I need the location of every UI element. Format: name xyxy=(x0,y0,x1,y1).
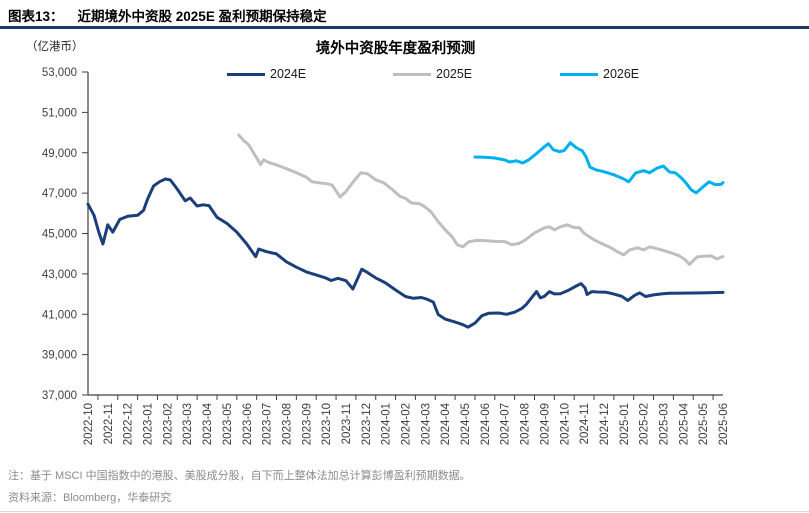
svg-text:53,000: 53,000 xyxy=(42,67,77,79)
svg-text:43,000: 43,000 xyxy=(42,269,77,281)
svg-text:2023-05: 2023-05 xyxy=(222,403,234,445)
svg-text:49,000: 49,000 xyxy=(42,148,77,160)
legend-label: 2024E xyxy=(270,67,307,81)
svg-text:2023-03: 2023-03 xyxy=(182,403,194,445)
svg-text:2023-04: 2023-04 xyxy=(202,402,214,445)
legend-label: 2026E xyxy=(603,67,640,81)
svg-text:2024-07: 2024-07 xyxy=(500,403,512,445)
figure-header: 图表13： 近期境外中资股 2025E 盈利预期保持稳定 xyxy=(8,5,327,25)
legend-item-2024e: 2024E xyxy=(227,66,306,82)
svg-text:2023-02: 2023-02 xyxy=(162,403,174,445)
svg-text:2025-02: 2025-02 xyxy=(639,403,651,445)
svg-text:2023-10: 2023-10 xyxy=(321,403,333,445)
svg-text:2024-10: 2024-10 xyxy=(559,403,571,445)
svg-text:2022-10: 2022-10 xyxy=(83,403,95,445)
legend-item-2026e: 2026E xyxy=(560,66,639,82)
svg-text:47,000: 47,000 xyxy=(42,188,77,200)
svg-text:2024-01: 2024-01 xyxy=(381,403,393,445)
svg-text:39,000: 39,000 xyxy=(42,350,77,362)
svg-text:2023-11: 2023-11 xyxy=(341,403,353,444)
svg-text:2024-02: 2024-02 xyxy=(401,403,413,445)
bottom-divider xyxy=(0,511,809,512)
svg-text:2023-07: 2023-07 xyxy=(262,403,274,445)
svg-text:2022-11: 2022-11 xyxy=(103,403,115,444)
svg-text:2023-06: 2023-06 xyxy=(242,403,254,445)
legend-line-swatch xyxy=(560,72,598,76)
svg-text:2024-03: 2024-03 xyxy=(420,403,432,445)
legend-line-swatch xyxy=(393,72,431,76)
svg-text:2024-05: 2024-05 xyxy=(460,403,472,445)
svg-text:2024-09: 2024-09 xyxy=(539,403,551,445)
svg-text:2024-04: 2024-04 xyxy=(440,402,452,445)
svg-text:2025-01: 2025-01 xyxy=(619,403,631,445)
source-note: 资料来源：Bloomberg，华泰研究 xyxy=(8,492,172,504)
svg-text:2025-06: 2025-06 xyxy=(718,403,730,445)
footnote: 注：基于 MSCI 中国指数中的港股、美股成分股，自下而上整体法加总计算彭博盈利… xyxy=(8,470,471,482)
chart-legend: 2024E 2025E 2026E xyxy=(0,66,809,82)
svg-text:2024-08: 2024-08 xyxy=(520,403,532,445)
svg-text:2024-06: 2024-06 xyxy=(480,403,492,445)
svg-text:41,000: 41,000 xyxy=(42,309,77,321)
svg-text:2025-03: 2025-03 xyxy=(658,403,670,445)
svg-text:45,000: 45,000 xyxy=(42,229,77,241)
axis-unit-label: （亿港币） xyxy=(26,41,84,53)
legend-line-swatch xyxy=(227,72,265,76)
legend-item-2025e: 2025E xyxy=(393,66,472,82)
svg-text:2022-12: 2022-12 xyxy=(123,403,135,445)
svg-text:2025-04: 2025-04 xyxy=(678,402,690,445)
figure-number: 图表13： xyxy=(8,9,64,24)
svg-text:51,000: 51,000 xyxy=(42,107,77,119)
legend-label: 2025E xyxy=(436,67,473,81)
svg-text:2023-01: 2023-01 xyxy=(143,403,155,445)
header-divider xyxy=(0,26,809,29)
svg-text:2023-12: 2023-12 xyxy=(361,403,373,445)
svg-text:2025-05: 2025-05 xyxy=(698,403,710,445)
svg-text:2023-08: 2023-08 xyxy=(281,403,293,445)
figure-title: 近期境外中资股 2025E 盈利预期保持稳定 xyxy=(77,9,327,24)
svg-text:2024-11: 2024-11 xyxy=(579,403,591,444)
svg-text:2024-12: 2024-12 xyxy=(599,403,611,445)
chart-title: 境外中资股年度盈利预测 xyxy=(315,41,476,57)
svg-text:37,000: 37,000 xyxy=(42,390,77,402)
svg-text:2023-09: 2023-09 xyxy=(301,403,313,445)
